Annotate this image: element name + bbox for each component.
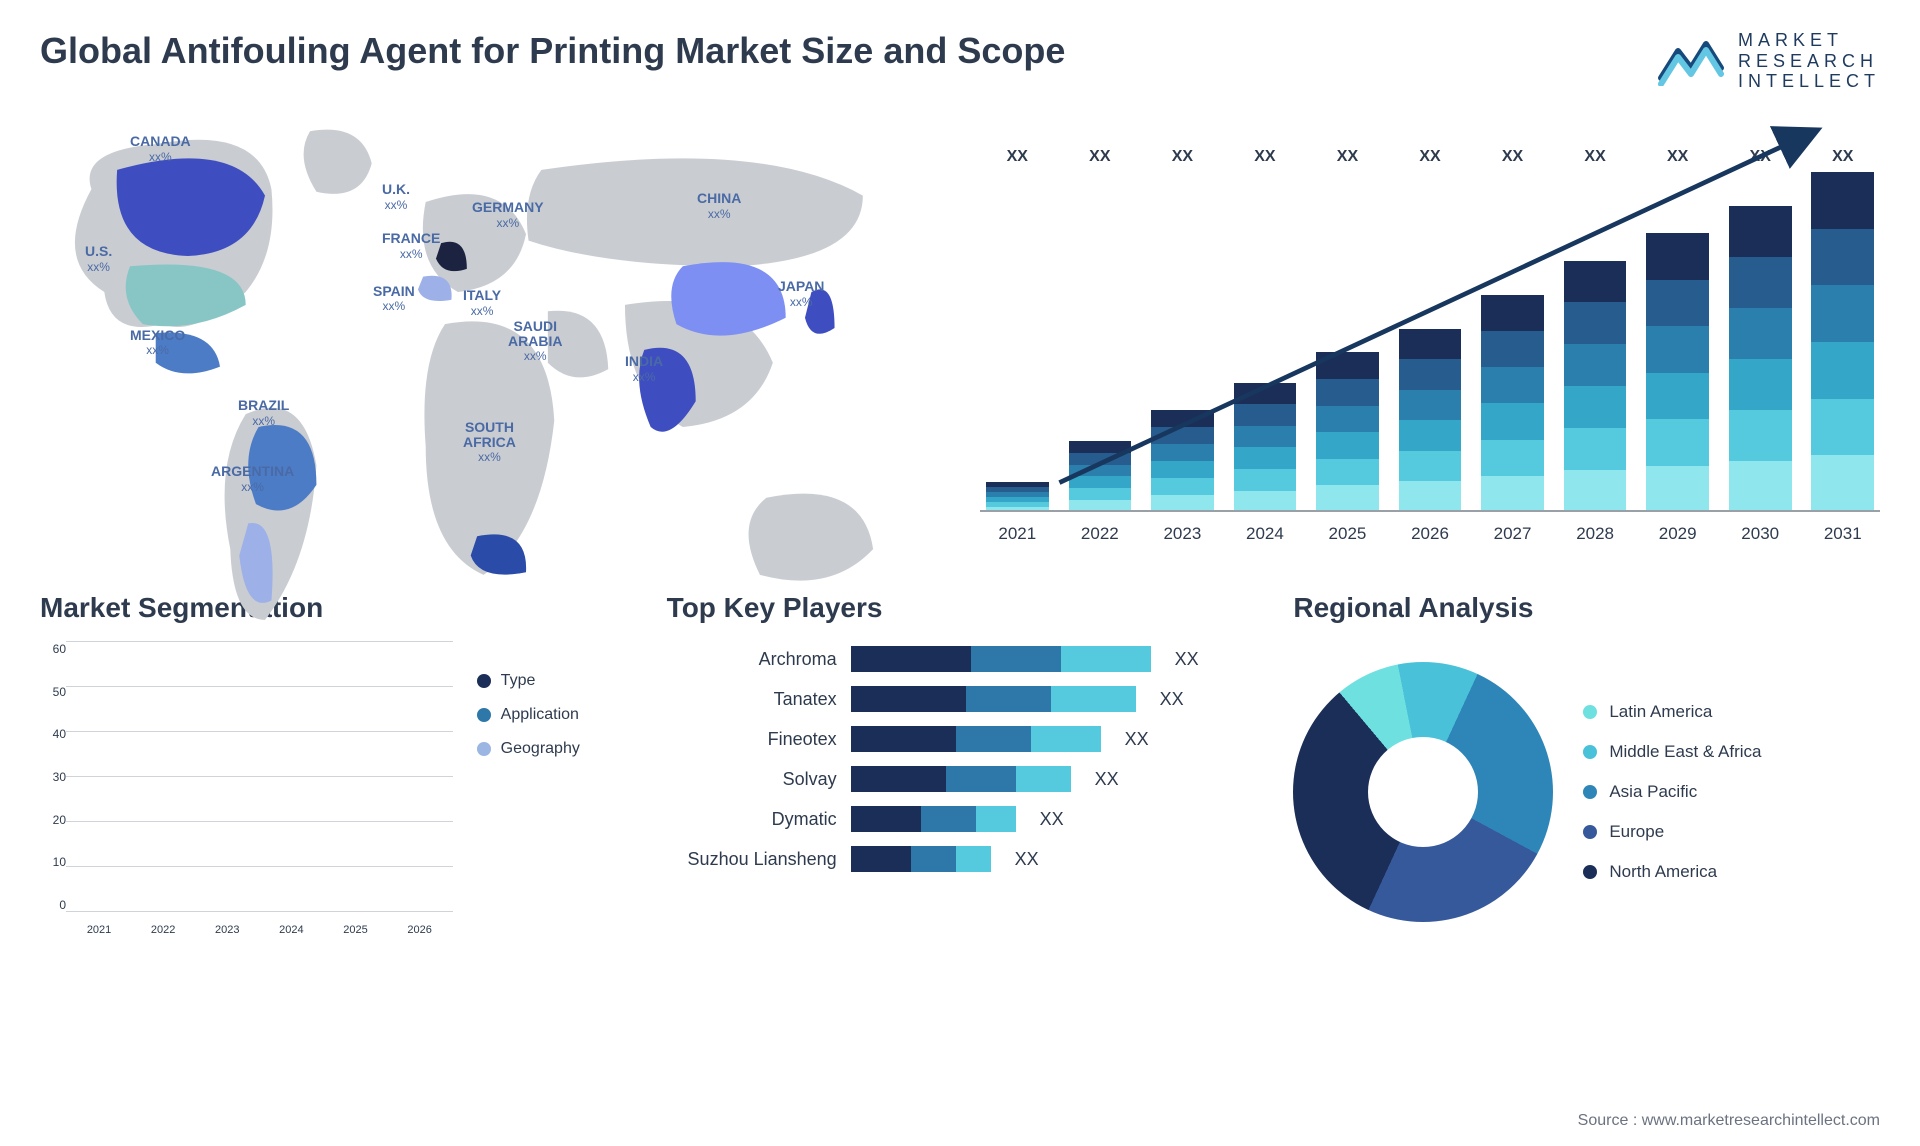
region-legend-europe: Europe: [1583, 822, 1761, 842]
seg-year-2025: 2025: [326, 924, 384, 936]
map-label-u-k-: U.K.xx%: [382, 182, 410, 211]
segmentation-chart: 6050403020100 202120222023202420252026: [40, 642, 453, 942]
seg-legend-geography: Geography: [477, 740, 627, 758]
region-legend-north-america: North America: [1583, 862, 1761, 882]
growth-year-2028: 2028: [1558, 524, 1633, 544]
growth-bar-2021: XX: [980, 172, 1055, 512]
seg-year-2021: 2021: [70, 924, 128, 936]
map-label-mexico: MEXICOxx%: [130, 328, 185, 357]
growth-bar-2031: XX: [1805, 172, 1880, 512]
player-row-solvay: SolvayXX: [667, 766, 1254, 792]
world-map-svg: [40, 112, 940, 665]
growth-year-2031: 2031: [1805, 524, 1880, 544]
growth-bar-2030: XX: [1723, 172, 1798, 512]
seg-year-2022: 2022: [134, 924, 192, 936]
seg-year-2024: 2024: [262, 924, 320, 936]
map-label-italy: ITALYxx%: [463, 288, 501, 317]
region-legend-asia-pacific: Asia Pacific: [1583, 782, 1761, 802]
growth-bar-2022: XX: [1063, 172, 1138, 512]
seg-year-2023: 2023: [198, 924, 256, 936]
growth-bar-2027: XX: [1475, 172, 1550, 512]
map-label-china: CHINAxx%: [697, 191, 741, 220]
growth-year-2025: 2025: [1310, 524, 1385, 544]
growth-bar-2026: XX: [1393, 172, 1468, 512]
map-label-india: INDIAxx%: [625, 354, 663, 383]
growth-bar-2023: XX: [1145, 172, 1220, 512]
seg-legend-type: Type: [477, 672, 627, 690]
growth-bar-2028: XX: [1558, 172, 1633, 512]
growth-year-2021: 2021: [980, 524, 1055, 544]
seg-year-2026: 2026: [391, 924, 449, 936]
map-label-canada: CANADAxx%: [130, 134, 191, 163]
map-label-germany: GERMANYxx%: [472, 200, 544, 229]
regional-panel: Regional Analysis Latin America Middle Ea…: [1293, 592, 1880, 942]
growth-year-2022: 2022: [1063, 524, 1138, 544]
key-players-chart: ArchromaXXTanatexXXFineotexXXSolvayXXDym…: [667, 642, 1254, 872]
growth-year-2026: 2026: [1393, 524, 1468, 544]
map-label-argentina: ARGENTINAxx%: [211, 464, 294, 493]
page-title: Global Antifouling Agent for Printing Ma…: [40, 30, 1065, 72]
player-row-fineotex: FineotexXX: [667, 726, 1254, 752]
map-label-france: FRANCExx%: [382, 231, 440, 260]
logo-mark-icon: [1656, 36, 1726, 86]
map-label-south-africa: SOUTHAFRICAxx%: [463, 420, 516, 464]
map-label-saudi-arabia: SAUDIARABIAxx%: [508, 319, 562, 363]
growth-year-2027: 2027: [1475, 524, 1550, 544]
growth-chart: XXXXXXXXXXXXXXXXXXXXXX 20212022202320242…: [980, 112, 1880, 552]
seg-legend-application: Application: [477, 706, 627, 724]
map-label-japan: JAPANxx%: [778, 279, 824, 308]
region-legend-middle-east-africa: Middle East & Africa: [1583, 742, 1761, 762]
segmentation-legend: Type Application Geography: [477, 642, 627, 942]
player-row-suzhou-liansheng: Suzhou LianshengXX: [667, 846, 1254, 872]
player-row-dymatic: DymaticXX: [667, 806, 1254, 832]
source-attribution: Source : www.marketresearchintellect.com: [1578, 1112, 1880, 1130]
growth-bar-2029: XX: [1640, 172, 1715, 512]
growth-year-2024: 2024: [1228, 524, 1303, 544]
brand-logo: MARKET RESEARCH INTELLECT: [1656, 30, 1880, 92]
map-label-spain: SPAINxx%: [373, 284, 415, 313]
map-label-u-s-: U.S.xx%: [85, 244, 112, 273]
regional-donut-chart: [1293, 662, 1553, 922]
region-legend-latin-america: Latin America: [1583, 702, 1761, 722]
regional-legend: Latin America Middle East & Africa Asia Pa…: [1583, 702, 1761, 882]
regional-title: Regional Analysis: [1293, 592, 1880, 624]
map-label-brazil: BRAZILxx%: [238, 398, 289, 427]
world-map: CANADAxx% U.S.xx% MEXICOxx% BRAZILxx% ARGENT…: [40, 112, 940, 552]
logo-text: MARKET RESEARCH INTELLECT: [1738, 30, 1880, 92]
growth-bar-2025: XX: [1310, 172, 1385, 512]
player-row-tanatex: TanatexXX: [667, 686, 1254, 712]
growth-bar-2024: XX: [1228, 172, 1303, 512]
growth-year-2029: 2029: [1640, 524, 1715, 544]
growth-year-2030: 2030: [1723, 524, 1798, 544]
growth-year-2023: 2023: [1145, 524, 1220, 544]
